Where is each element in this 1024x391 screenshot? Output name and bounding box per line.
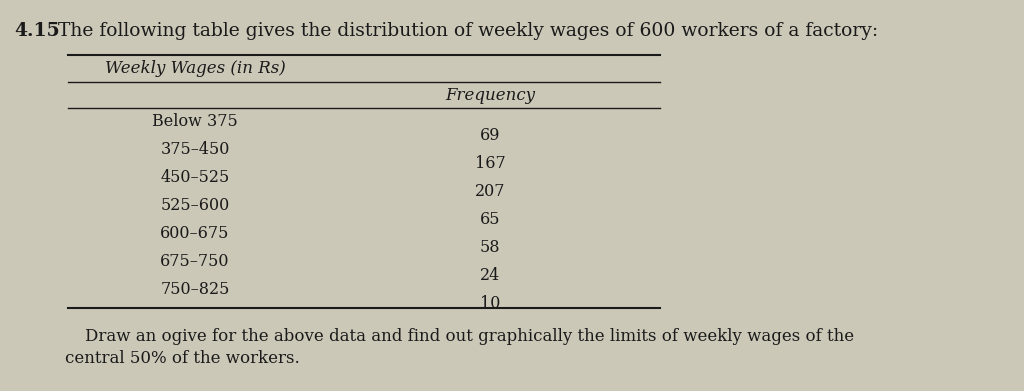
Text: 24: 24 bbox=[480, 267, 500, 285]
Text: 750–825: 750–825 bbox=[161, 282, 229, 298]
Text: The following table gives the distribution of weekly wages of 600 workers of a f: The following table gives the distributi… bbox=[58, 22, 879, 40]
Text: 525–600: 525–600 bbox=[161, 197, 229, 215]
Text: 4.15: 4.15 bbox=[14, 22, 59, 40]
Text: 10: 10 bbox=[480, 296, 500, 312]
Text: 69: 69 bbox=[480, 127, 501, 145]
Text: 600–675: 600–675 bbox=[161, 226, 229, 242]
Text: 167: 167 bbox=[475, 156, 506, 172]
Text: Draw an ogive for the above data and find out graphically the limits of weekly w: Draw an ogive for the above data and fin… bbox=[85, 328, 854, 345]
Text: 65: 65 bbox=[480, 212, 501, 228]
Text: 207: 207 bbox=[475, 183, 505, 201]
Text: central 50% of the workers.: central 50% of the workers. bbox=[65, 350, 300, 367]
Text: 450–525: 450–525 bbox=[161, 170, 229, 187]
Text: 675–750: 675–750 bbox=[160, 253, 229, 271]
Text: Frequency: Frequency bbox=[445, 86, 535, 104]
Text: Below 375: Below 375 bbox=[153, 113, 238, 131]
Text: 58: 58 bbox=[480, 240, 501, 256]
Text: Weekly Wages (in Rs): Weekly Wages (in Rs) bbox=[104, 60, 286, 77]
Text: 375–450: 375–450 bbox=[161, 142, 229, 158]
